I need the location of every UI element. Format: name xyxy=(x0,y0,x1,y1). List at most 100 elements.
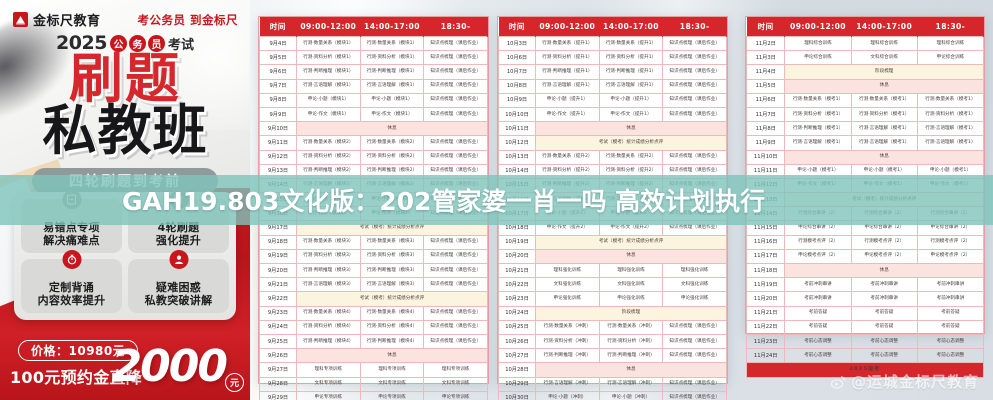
table-row: 11月10日 休息 xyxy=(745,149,984,165)
table-row: 11月3日 申论综合训练 文科综合训练 申论综合训练 xyxy=(745,50,985,66)
column-header-1: 09:00-12:00 xyxy=(535,17,600,37)
row-date: 10月3日 xyxy=(498,35,536,52)
row-slot-3: 知识点梳理（课后作业） xyxy=(662,106,727,123)
row-slot-3: 知识点梳理（课后作业） xyxy=(423,262,488,279)
row-slot-3: 知识点梳理（课后作业） xyxy=(662,348,727,364)
row-slot-3: 知识点梳理（课后作业） xyxy=(662,35,727,52)
row-slot-1: 考前心态调整 xyxy=(784,348,852,364)
table-row: 11月21日 考前答疑 考前答疑 考前答疑 xyxy=(745,305,985,321)
poster-hero-section xyxy=(0,0,250,188)
mountain-logo-icon xyxy=(13,12,28,27)
row-slot-3: 知识点梳理（课后作业） xyxy=(423,135,488,151)
row-slot-1: 申论强化训练 xyxy=(534,291,600,307)
column-header-0: 时间 xyxy=(498,17,536,37)
row-date: 9月22日 xyxy=(259,291,297,307)
row-date: 10月30日 xyxy=(498,390,536,400)
row-slot-2: 行测·资料分析（模块4） xyxy=(359,319,425,335)
table-row: 11月19日 考前冲刺串讲 考前冲刺串讲 考前冲刺串讲 xyxy=(745,277,985,293)
row-slot-2: 行测·资料分析（模块1） xyxy=(359,50,425,66)
row-date: 10月23日 xyxy=(498,291,536,307)
row-date: 10月27日 xyxy=(498,348,536,364)
row-date: 9月23日 xyxy=(259,305,297,321)
row-date: 10月24日 xyxy=(498,305,536,321)
row-date: 9月11日 xyxy=(259,135,297,151)
column-header-1: 09:00-12:00 xyxy=(784,17,852,37)
discount-amount: 2000 xyxy=(111,341,228,392)
row-span-rest: 休息 xyxy=(295,121,489,137)
table-row: 11月4日 阶段梳理 xyxy=(745,64,984,80)
table-row: 10月7日 行测·判断推理（提升1） 行测·判断推理（提升1） 知识点梳理（课后作业） xyxy=(498,64,727,80)
row-date: 10月7日 xyxy=(498,64,536,80)
table-row: 9月28日 文科专项训练 文科专项训练 文科专项训练 xyxy=(259,376,488,392)
row-date: 9月28日 xyxy=(259,376,297,392)
row-slot-1: 行测·言语理解（模块1） xyxy=(295,78,361,94)
row-slot-1: 申论·作文（提升1） xyxy=(534,106,600,123)
row-date: 9月25日 xyxy=(259,333,297,350)
row-slot-3: 知识点梳理（课后作业） xyxy=(423,78,488,94)
row-slot-3: 知识点梳理（课后作业） xyxy=(423,277,488,293)
row-slot-1: 文科专项训练 xyxy=(295,376,361,392)
row-span-rest: 休息 xyxy=(784,149,984,165)
stopwatch-icon xyxy=(62,250,81,269)
row-date: 11月22日 xyxy=(745,319,786,335)
row-slot-1: 行测·资料分析（提升1） xyxy=(534,50,600,66)
row-slot-2: 理科强化训练 xyxy=(598,262,664,279)
row-date: 9月6日 xyxy=(259,64,297,80)
row-span-exam: 考试（模考）统计成绩分析点评 xyxy=(295,291,489,307)
feature-item-4: 疑难困惑 私教突破讲解 xyxy=(128,250,229,313)
table-row: 10月27日 行测·判断推理（冲刺） 行测·判断推理（冲刺） 知识点梳理（课后作业） xyxy=(498,348,727,364)
table-row: 9月29日 申论专项训练 申论专项训练 申论专项训练 xyxy=(259,390,488,400)
row-date: 9月29日 xyxy=(259,390,297,400)
row-slot-2: 行测·资料分析（提升1） xyxy=(598,50,664,66)
row-slot-2: 申论·作文（模块1） xyxy=(359,106,425,123)
schedule-header-row: 时间 09:00-12:00 14:00-17:00 18:30- xyxy=(746,17,985,37)
weibo-icon xyxy=(830,374,846,390)
table-row: 10月28日 休息 xyxy=(498,362,728,378)
row-slot-2: 行测·判断推理（模块1） xyxy=(359,64,425,80)
row-date: 9月26日 xyxy=(259,348,297,364)
row-date: 10月6日 xyxy=(498,50,536,66)
feature-item-3-line2: 内容效率提升 xyxy=(37,294,106,307)
row-date: 9月7日 xyxy=(259,78,297,94)
row-slot-2: 申论强化训练 xyxy=(598,291,664,307)
row-slot-1: 行测·资料分析（模块1） xyxy=(295,50,361,66)
feature-item-2-line2: 强化提升 xyxy=(155,234,202,247)
row-date: 11月20日 xyxy=(745,291,786,307)
row-slot-1: 申论模考点评（2） xyxy=(784,248,852,265)
table-row: 9月10日 休息 xyxy=(259,121,489,137)
row-date: 11月21日 xyxy=(745,305,786,321)
row-slot-1: 行测·资料分析（模块2） xyxy=(295,149,361,165)
table-row: 11月22日 考前答疑 考前答疑 考前答疑 xyxy=(745,319,985,335)
row-slot-2: 申论·小题（提升1） xyxy=(598,92,664,108)
row-slot-2: 考前冲刺串讲 xyxy=(850,291,918,307)
row-date: 9月20日 xyxy=(259,262,297,279)
table-row: 10月10日 申论·作文（提升1） 申论·作文（提升1） 知识点梳理（课后作业） xyxy=(498,106,727,123)
row-slot-1: 行测·言语理解（冲刺） xyxy=(534,376,600,392)
row-slot-3: 知识点梳理（课后作业） xyxy=(423,333,488,350)
table-row: 9月19日 行测·资料分析（模块3） 行测·资料分析（模块3） 知识点梳理（课后作业） xyxy=(259,248,488,265)
row-date: 9月12日 xyxy=(259,149,297,165)
row-date: 11月16日 xyxy=(745,234,786,250)
brand-slogan: 考公务员 到金标尺 xyxy=(137,13,238,27)
row-slot-1: 申论·作文（模块1） xyxy=(295,106,361,123)
row-slot-3: 申论强化训练 xyxy=(662,291,727,307)
row-slot-2: 行测·言语理解（模块3） xyxy=(359,277,425,293)
table-row: 10月24日 阶段梳理 xyxy=(498,305,728,321)
table-row: 9月21日 行测·言语理解（模块3） 行测·言语理解（模块3） 知识点梳理（课后作业） xyxy=(259,277,488,293)
schedule-header-row: 时间 09:00-12:00 14:00-17:00 18:30- xyxy=(498,17,727,37)
row-date: 11月2日 xyxy=(745,35,786,52)
row-date: 10月28日 xyxy=(498,362,536,378)
row-slot-2: 申论·作文（提升1） xyxy=(598,106,664,123)
row-slot-1: 行测·数量关系（模块1） xyxy=(295,35,361,52)
row-slot-2: 行测·数量关系（模考1） xyxy=(850,92,918,108)
row-slot-1: 申论综合训练 xyxy=(784,50,852,66)
row-date: 9月27日 xyxy=(259,362,297,378)
feature-item-4-line1: 疑难困惑 xyxy=(155,281,202,294)
row-slot-2: 行测·数量关系（模块2） xyxy=(359,135,425,151)
row-slot-2: 行测·判断推理（冲刺） xyxy=(598,348,664,364)
table-row: 9月7日 行测·言语理解（模块1） 行测·言语理解（模块1） 知识点梳理（课后作业） xyxy=(259,78,488,94)
row-slot-3: 知识点梳理（课后作业） xyxy=(662,92,727,108)
table-row: 11月20日 考前冲刺串讲 考前冲刺串讲 考前冲刺串讲 xyxy=(745,291,985,307)
row-slot-1: 行测·判断推理（冲刺） xyxy=(534,348,600,364)
table-row: 11月5日 休息 xyxy=(745,78,984,94)
